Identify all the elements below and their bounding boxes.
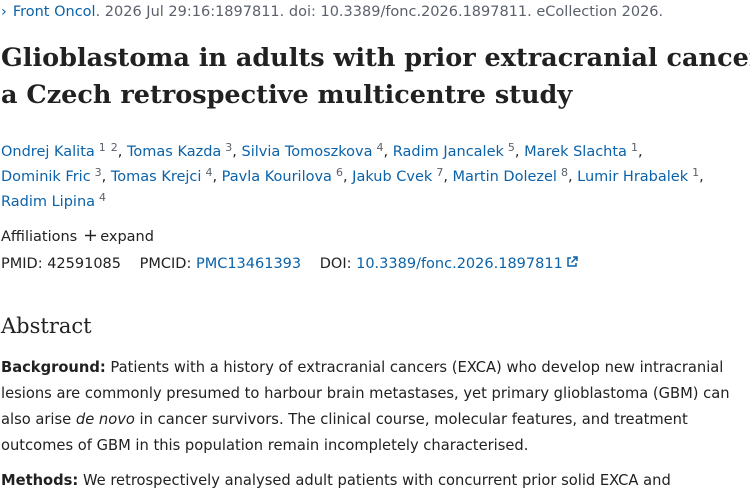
background-label: Background: — [1, 359, 106, 376]
separator: , — [514, 144, 520, 160]
author-name[interactable]: Radim Jancalek — [392, 144, 504, 160]
author: Jakub Cvek 7, — [352, 166, 448, 185]
affiliation-refs: 6 — [336, 166, 343, 179]
author-name[interactable]: Pavla Kourilova — [221, 169, 332, 185]
methods-label: Methods: — [1, 472, 79, 489]
separator: , — [383, 144, 389, 160]
affiliation-refs: 4 — [205, 166, 212, 179]
background-emphasis: de novo — [75, 411, 135, 428]
author-name[interactable]: Lumir Hrabalek — [577, 169, 689, 185]
doi-label: DOI: — [319, 256, 352, 272]
pmid-label: PMID: — [1, 256, 43, 272]
affiliation-ref[interactable]: 4 — [376, 141, 384, 154]
author: Ondrej Kalita 1 2, — [1, 141, 123, 160]
separator: , — [342, 169, 348, 185]
plus-icon[interactable] — [85, 230, 97, 241]
title-line: Glioblastoma in adults with prior extrac… — [1, 43, 750, 73]
background-text: Patients with a history of extracranial … — [1, 359, 730, 428]
author: Tomas Krejci 4, — [110, 166, 218, 185]
author: Dominik Fric 3, — [1, 166, 107, 185]
citation: › Front Oncol. 2026 Jul 29:16:1897811. do… — [1, 4, 663, 20]
affiliation-refs: 3 — [225, 141, 232, 154]
methods-text: We retrospectively analysed adult patien… — [78, 472, 671, 489]
author-name[interactable]: Martin Dolezel — [452, 169, 557, 185]
affiliation-refs: 4 — [99, 191, 106, 204]
author: Tomas Kazda 3, — [127, 141, 237, 160]
pmcid-label: PMCID: — [139, 256, 192, 272]
author-name[interactable]: Silvia Tomoszkova — [241, 144, 373, 160]
separator: , — [117, 144, 123, 160]
affiliation-ref[interactable]: 4 — [205, 166, 213, 179]
author-name[interactable]: Tomas Krejci — [110, 169, 202, 185]
affiliation-refs: 4 — [377, 141, 384, 154]
author-name[interactable]: Jakub Cvek — [352, 169, 433, 185]
article-title: Glioblastoma in adults with prior extrac… — [1, 40, 750, 114]
author-name[interactable]: Tomas Kazda — [127, 144, 222, 160]
affiliation-refs: 1 — [631, 141, 638, 154]
separator: , — [101, 169, 107, 185]
separator: , — [212, 169, 218, 185]
author: Martin Dolezel 8, — [452, 166, 573, 185]
affiliation-ref[interactable]: 4 — [99, 191, 107, 204]
affiliation-ref[interactable]: 7 — [436, 166, 444, 179]
author-list: Ondrej Kalita 1 2, Tomas Kazda 3, Silvia To… — [1, 140, 746, 215]
author: Marek Slachta 1, — [524, 141, 643, 160]
affiliation-refs: 7 — [436, 166, 443, 179]
affiliation-ref[interactable]: 8 — [560, 166, 568, 179]
background-text: in cancer survivors. The clinical course… — [1, 411, 688, 454]
author: Radim Lipina 4 — [1, 191, 106, 210]
methods-paragraph: Methods: We retrospectively analysed adu… — [1, 468, 748, 494]
citation-details: . 2026 Jul 29:16:1897811. doi: 10.3389/f… — [95, 4, 664, 20]
separator: , — [637, 144, 643, 160]
pmcid-link[interactable]: PMC13461393 — [195, 256, 302, 272]
separator: , — [699, 169, 704, 185]
affiliation-ref[interactable]: 1 — [692, 166, 700, 179]
background-paragraph: Background: Patients with a history of e… — [1, 355, 748, 459]
separator: , — [567, 169, 573, 185]
chevron-icon[interactable]: › — [1, 4, 7, 20]
affiliation-refs: 1 — [692, 166, 699, 179]
journal-link[interactable]: Front Oncol — [12, 4, 96, 20]
author-name[interactable]: Ondrej Kalita — [1, 144, 95, 160]
affiliation-refs: 8 — [561, 166, 568, 179]
affiliations: Affiliations expand — [1, 229, 154, 245]
affiliation-ref[interactable]: 5 — [507, 141, 515, 154]
author-name[interactable]: Dominik Fric — [1, 169, 91, 185]
affiliation-ref[interactable]: 3 — [225, 141, 233, 154]
author: Radim Jancalek 5, — [392, 141, 520, 160]
separator: , — [443, 169, 448, 185]
author-name[interactable]: Radim Lipina — [1, 194, 96, 210]
abstract-heading: Abstract — [1, 314, 92, 338]
external-link-icon[interactable] — [566, 256, 578, 268]
affiliation-refs: 5 — [508, 141, 515, 154]
affiliation-ref[interactable]: 2 — [110, 141, 118, 154]
affiliation-ref[interactable]: 1 — [98, 141, 106, 154]
author: Pavla Kourilova 6, — [221, 166, 348, 185]
affiliation-ref[interactable]: 6 — [335, 166, 343, 179]
affiliations-label: Affiliations — [1, 229, 78, 245]
doi-link[interactable]: 10.3389/fonc.2026.1897811 — [356, 256, 563, 272]
author-name[interactable]: Marek Slachta — [524, 144, 627, 160]
pmid: 42591085 — [47, 256, 122, 272]
affiliation-ref[interactable]: 3 — [94, 166, 102, 179]
separator: , — [232, 144, 237, 160]
title-line: a Czech retrospective multicentre study — [1, 80, 573, 110]
identifiers: PMID: 42591085 PMCID: PMC13461393 DOI: 1… — [1, 256, 578, 272]
expand-toggle[interactable]: expand — [100, 229, 154, 245]
affiliation-refs: 3 — [95, 166, 102, 179]
affiliation-ref[interactable]: 1 — [630, 141, 638, 154]
author: Lumir Hrabalek 1, — [577, 166, 704, 185]
author: Silvia Tomoszkova 4, — [241, 141, 389, 160]
